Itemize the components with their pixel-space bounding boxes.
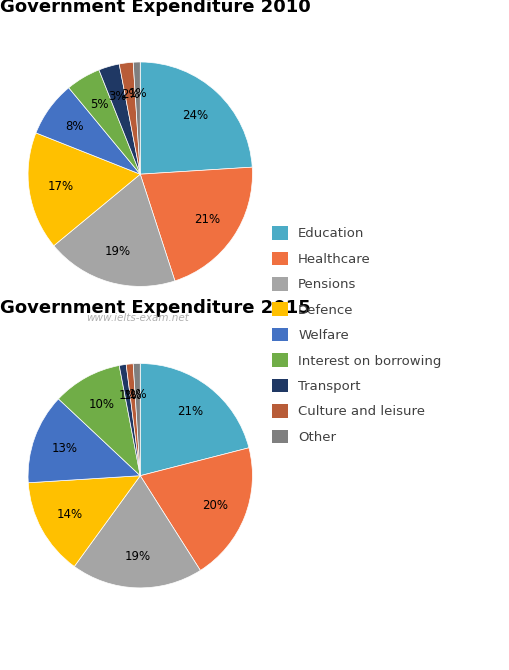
Wedge shape — [140, 364, 248, 476]
Text: 17%: 17% — [47, 180, 73, 194]
Wedge shape — [59, 366, 140, 476]
Text: www.ielts-exam.net: www.ielts-exam.net — [86, 314, 189, 323]
Text: 10%: 10% — [88, 399, 114, 411]
Text: 19%: 19% — [124, 550, 151, 563]
Text: Government Expenditure 2010: Government Expenditure 2010 — [0, 0, 310, 15]
Text: 21%: 21% — [176, 405, 203, 418]
Wedge shape — [36, 88, 140, 174]
Wedge shape — [140, 167, 252, 281]
Wedge shape — [28, 133, 140, 246]
Wedge shape — [53, 174, 175, 286]
Wedge shape — [119, 62, 140, 174]
Wedge shape — [74, 476, 200, 588]
Text: 19%: 19% — [104, 245, 130, 258]
Wedge shape — [140, 62, 252, 174]
Text: 13%: 13% — [51, 442, 77, 455]
Text: 20%: 20% — [202, 499, 228, 512]
Wedge shape — [119, 364, 140, 476]
Text: 3%: 3% — [108, 90, 127, 103]
Text: 2%: 2% — [121, 88, 139, 100]
Text: Government Expenditure 2015: Government Expenditure 2015 — [0, 299, 310, 317]
Wedge shape — [140, 448, 252, 570]
Text: 1%: 1% — [123, 389, 142, 402]
Wedge shape — [133, 364, 140, 476]
Wedge shape — [28, 399, 140, 483]
Wedge shape — [126, 364, 140, 476]
Text: 1%: 1% — [128, 389, 147, 401]
Wedge shape — [99, 64, 140, 174]
Wedge shape — [133, 62, 140, 174]
Wedge shape — [69, 70, 140, 174]
Text: 21%: 21% — [193, 213, 220, 226]
Legend: Education, Healthcare, Pensions, Defence, Welfare, Interest on borrowing, Transp: Education, Healthcare, Pensions, Defence… — [271, 226, 441, 444]
Text: 8%: 8% — [66, 120, 84, 133]
Text: 24%: 24% — [182, 109, 208, 122]
Text: 5%: 5% — [90, 98, 108, 111]
Text: 1%: 1% — [118, 389, 136, 403]
Text: 14%: 14% — [56, 508, 82, 521]
Wedge shape — [28, 476, 140, 566]
Text: 1%: 1% — [128, 87, 147, 100]
